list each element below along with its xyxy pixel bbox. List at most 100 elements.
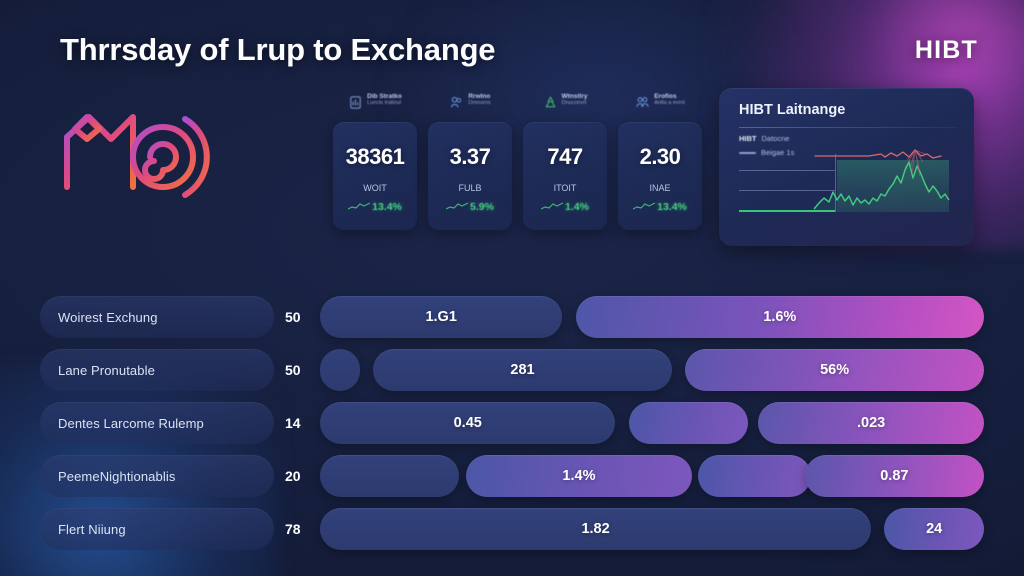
row-bar-segment[interactable]: 0.45 <box>320 402 616 444</box>
stat-card-head-line1: Rrwlno <box>468 93 491 100</box>
stat-card-list: Dib Stratko Luncls tratinul 38361 WOIT 1… <box>333 93 702 230</box>
stat-card-value: 2.30 <box>639 143 681 169</box>
row-label-text: Dentes Larcome Rulemp <box>58 415 204 431</box>
chart-plot <box>813 149 950 212</box>
row-bar-segment[interactable] <box>320 455 460 497</box>
sparkline-icon <box>541 202 564 210</box>
chart-legend: HIBT Datocne Beigae 1s <box>739 134 794 162</box>
row-bar-value: 56% <box>820 362 850 378</box>
table-row[interactable]: Woirest Exchung 50 1.G1 1.6% <box>40 296 984 338</box>
row-bar-value: 1.G1 <box>425 309 457 325</box>
row-bar-track: 1.4% 0.87 <box>320 455 984 497</box>
stat-card-body-0: 38361 WOIT 13.4% <box>333 122 417 230</box>
row-bar-track: 1.82 24 <box>320 508 984 550</box>
row-bar-value: 1.6% <box>763 309 797 325</box>
table-row[interactable]: Lane Pronutable 50 281 56% <box>40 349 984 391</box>
chart-panel[interactable]: HIBT Laitnange HIBT Datocne Beigae 1s <box>719 88 974 246</box>
table-row[interactable]: Dentes Larcome Rulemp 14 0.45 .023 <box>40 402 984 444</box>
stat-card-percent: 13.4% <box>372 200 402 213</box>
row-label-pill[interactable]: Dentes Larcome Rulemp <box>40 402 274 444</box>
stat-card-header-1: Rrwlno Dmourns <box>428 93 512 122</box>
stat-card-0[interactable]: Dib Stratko Luncls tratinul 38361 WOIT 1… <box>333 93 417 230</box>
stat-card-delta: 13.4% <box>348 201 402 213</box>
row-bar-nub[interactable] <box>320 349 360 391</box>
row-label-pill[interactable]: PeemeNightionablis <box>40 455 274 497</box>
stat-card-2[interactable]: Wtnstlry Dnuconvrt 747 ITOIT 1.4% <box>523 93 607 230</box>
stat-card-value: 3.37 <box>449 143 491 169</box>
legend-name-bold: HIBT <box>739 134 757 143</box>
stat-card-label: ITOIT <box>553 182 577 193</box>
team-icon <box>636 97 649 107</box>
table-row[interactable]: PeemeNightionablis 20 1.4% 0.87 <box>40 455 984 497</box>
row-label-text: Lane Pronutable <box>58 362 155 378</box>
row-label-text: Flert Niiung <box>58 521 126 537</box>
stat-card-head-line2: Dnuconvrt <box>561 99 587 106</box>
chart-gridline <box>739 190 835 191</box>
stat-card-percent: 5.9% <box>470 200 494 213</box>
sparkline-icon <box>446 202 469 210</box>
row-bar-segment[interactable]: 1.4% <box>466 455 692 497</box>
stat-card-value: 38361 <box>345 143 405 169</box>
page-title: Thrrsday of Lrup to Exchange <box>60 32 496 67</box>
legend-name-rest: Beigae 1s <box>761 148 795 157</box>
stat-card-body-2: 747 ITOIT 1.4% <box>523 122 607 230</box>
row-bar-segment[interactable]: .023 <box>758 402 984 444</box>
row-bar-value: 1.82 <box>581 521 610 537</box>
stat-card-header-0: Dib Stratko Luncls tratinul <box>333 93 417 122</box>
row-bar-value: 24 <box>926 521 943 537</box>
table-row[interactable]: Flert Niiung 78 1.82 24 <box>40 508 984 550</box>
stat-card-value: 747 <box>547 143 583 169</box>
row-bar-value: .023 <box>856 415 886 431</box>
stat-card-head-line2: Dmourns <box>468 99 491 106</box>
stat-card-head-line2: Anlta a evrnl <box>654 99 685 106</box>
chart-axis-vertical <box>835 154 836 212</box>
stat-card-header-3: Erofios Anlta a evrnl <box>618 93 702 122</box>
stat-card-head-line2: Luncls tratinul <box>367 99 402 106</box>
row-number: 50 <box>285 309 301 325</box>
stat-card-percent: 13.4% <box>657 200 687 213</box>
row-bar-segment[interactable]: 0.87 <box>804 455 984 497</box>
row-bar-track: 1.G1 1.6% <box>320 296 984 338</box>
row-label-pill[interactable]: Lane Pronutable <box>40 349 274 391</box>
row-bar-segment[interactable] <box>628 402 749 444</box>
stat-card-head-line1: Wtnstlry <box>561 93 588 100</box>
doc-stats-icon <box>350 96 361 109</box>
row-number: 78 <box>285 521 301 537</box>
row-bar-value: 281 <box>510 362 535 378</box>
row-label-pill[interactable]: Flert Niiung <box>40 508 274 550</box>
row-bar-segment[interactable] <box>698 455 812 497</box>
stat-card-delta: 5.9% <box>446 201 494 213</box>
row-bar-value: 0.87 <box>880 468 909 484</box>
row-number: 20 <box>285 468 301 484</box>
sparkline-icon <box>633 202 656 210</box>
chart-title-divider <box>739 127 958 128</box>
row-bar-value: 1.4% <box>562 468 596 484</box>
stat-card-body-1: 3.37 FULB 5.9% <box>428 122 512 230</box>
users-icon <box>451 96 462 108</box>
stat-card-1[interactable]: Rrwlno Dmourns 3.37 FULB 5.9% <box>428 93 512 230</box>
row-bar-segment[interactable]: 1.G1 <box>320 296 563 338</box>
row-label-pill[interactable]: Woirest Exchung <box>40 296 274 338</box>
legend-name-rest: Datocne <box>761 134 790 143</box>
sparkline-icon <box>348 202 371 210</box>
brand-label: HIBT <box>914 36 978 64</box>
stat-card-head-line1: Erofios <box>654 93 677 100</box>
legend-item-0: HIBT Datocne <box>739 134 794 143</box>
row-label-text: Woirest Exchung <box>58 309 158 325</box>
recycle-icon <box>545 96 555 108</box>
chart-title: HIBT Laitnange <box>739 102 846 118</box>
row-bar-segment[interactable]: 24 <box>884 508 984 550</box>
stat-card-delta: 13.4% <box>633 201 687 213</box>
stat-card-3[interactable]: Erofios Anlta a evrnl 2.30 INAE 13.4% <box>618 93 702 230</box>
stat-card-label: INAE <box>649 182 671 193</box>
row-bar-segment[interactable]: 281 <box>373 349 672 391</box>
legend-dash-icon <box>739 151 756 154</box>
row-bar-segment[interactable]: 1.6% <box>575 296 984 338</box>
mo-logo <box>55 95 215 205</box>
row-bar-segment[interactable]: 1.82 <box>320 508 872 550</box>
stat-card-label: WOIT <box>363 182 387 193</box>
row-bar-segment[interactable]: 56% <box>685 349 984 391</box>
row-bar-track: 0.45 .023 <box>320 402 984 444</box>
row-bar-track: 281 56% <box>320 349 984 391</box>
stat-card-header-2: Wtnstlry Dnuconvrt <box>523 93 607 122</box>
